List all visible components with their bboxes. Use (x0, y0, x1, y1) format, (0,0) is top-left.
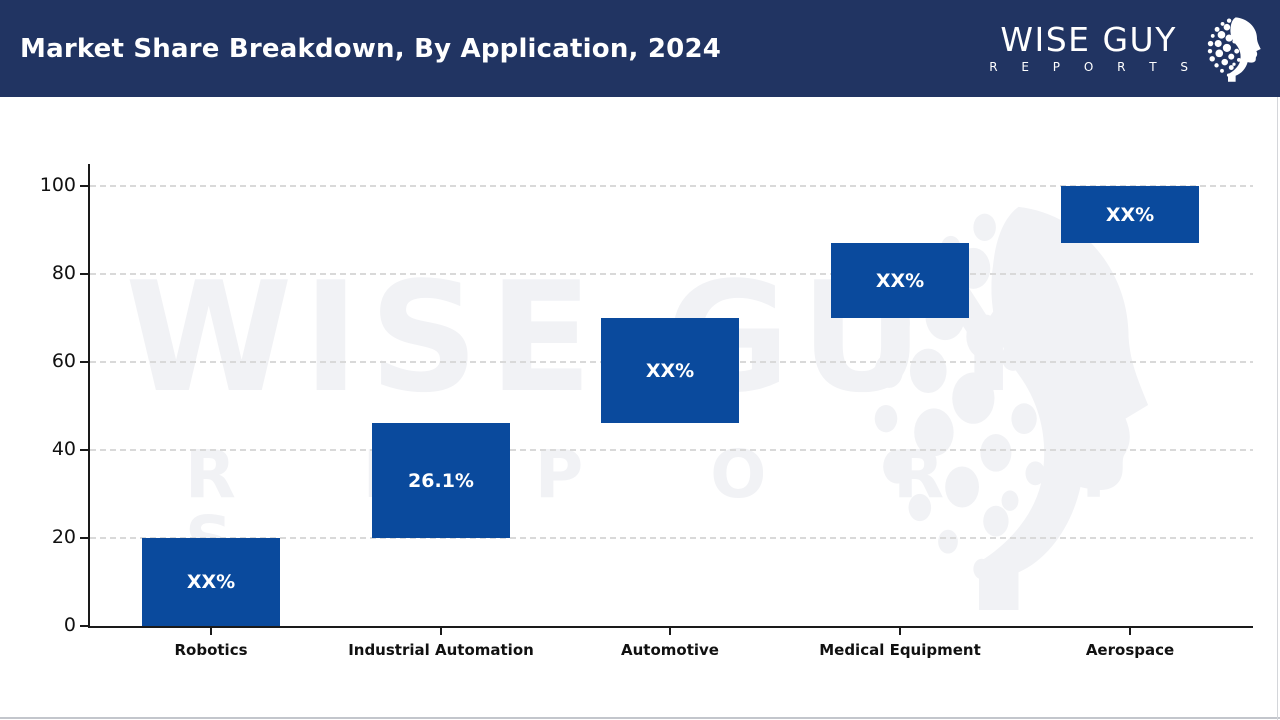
bar-automotive: XX% (601, 318, 739, 424)
y-tick-60 (80, 361, 88, 363)
page-right-border (1277, 97, 1278, 720)
gridline-40 (90, 449, 1253, 451)
y-tick-label-80: 80 (51, 262, 76, 284)
x-tick-industrial-automation (440, 628, 442, 635)
bar-industrial-automation: 26.1% (372, 423, 510, 538)
x-tick-automotive (669, 628, 671, 635)
header-bar: Market Share Breakdown, By Application, … (0, 0, 1280, 97)
x-tick-label-industrial-automation: Industrial Automation (348, 641, 534, 659)
brand-logo: WISE GUY R E P O R T S (979, 10, 1280, 88)
brand-subname: R E P O R T S (989, 60, 1198, 74)
y-axis-line (88, 164, 90, 628)
x-tick-label-aerospace: Aerospace (1085, 641, 1175, 659)
x-tick-aerospace (1129, 628, 1131, 635)
bar-value-label-aerospace: XX% (1105, 203, 1155, 226)
bar-value-label-industrial-automation: 26.1% (408, 469, 474, 492)
bar-value-label-automotive: XX% (645, 359, 695, 382)
x-tick-label-robotics: Robotics (174, 641, 248, 659)
y-tick-label-0: 0 (63, 614, 76, 636)
x-axis-line (88, 626, 1253, 628)
bar-robotics: XX% (142, 538, 280, 626)
bar-value-label-medical-equipment: XX% (875, 269, 925, 292)
y-tick-20 (80, 537, 88, 539)
bar-aerospace: XX% (1061, 186, 1199, 244)
x-tick-label-automotive: Automotive (621, 641, 719, 659)
gridline-100 (90, 185, 1253, 187)
brand-logo-text: WISE GUY R E P O R T S (979, 23, 1198, 74)
y-tick-0 (80, 625, 88, 627)
y-tick-label-100: 100 (39, 174, 76, 196)
page-bottom-border (0, 717, 1280, 719)
y-tick-label-20: 20 (51, 526, 76, 548)
y-tick-100 (80, 185, 88, 187)
brand-head-icon (1207, 16, 1261, 82)
gridline-20 (90, 537, 1253, 539)
gridline-80 (90, 273, 1253, 275)
y-tick-40 (80, 449, 88, 451)
brand-name: WISE GUY (1000, 20, 1177, 59)
x-tick-label-medical-equipment: Medical Equipment (819, 641, 981, 659)
bar-value-label-robotics: XX% (186, 571, 236, 593)
y-tick-label-60: 60 (51, 350, 76, 372)
y-tick-label-40: 40 (51, 438, 76, 460)
x-tick-robotics (210, 628, 212, 635)
bar-medical-equipment: XX% (831, 243, 969, 318)
x-tick-medical-equipment (899, 628, 901, 635)
page-title: Market Share Breakdown, By Application, … (20, 33, 722, 64)
y-tick-80 (80, 273, 88, 275)
